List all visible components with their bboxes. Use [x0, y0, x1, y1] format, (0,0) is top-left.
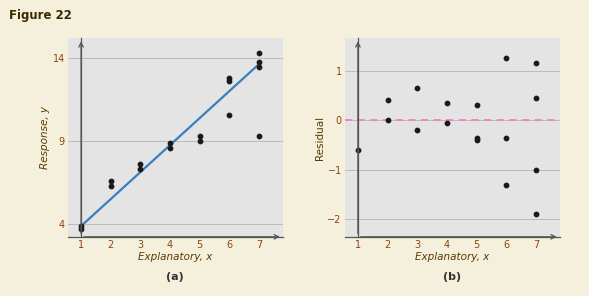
Point: [135, 167, 145, 171]
Point: [254, 133, 264, 138]
Point: [442, 120, 452, 125]
Text: Figure 22: Figure 22: [9, 9, 72, 22]
Point: [501, 135, 511, 140]
Point: [383, 98, 392, 103]
Y-axis label: Residual: Residual: [315, 115, 325, 160]
Point: [531, 96, 541, 100]
Point: [224, 78, 234, 83]
Point: [77, 224, 86, 229]
Point: [412, 128, 422, 133]
Point: [195, 139, 204, 143]
Point: [135, 162, 145, 166]
Point: [166, 145, 175, 150]
Point: [472, 138, 481, 142]
Point: [224, 112, 234, 117]
Point: [531, 168, 541, 172]
Point: [166, 141, 175, 146]
Point: [77, 226, 86, 231]
Point: [224, 76, 234, 81]
Point: [254, 64, 264, 69]
Point: [254, 59, 264, 64]
Point: [106, 178, 115, 183]
X-axis label: Explanatory, x: Explanatory, x: [138, 252, 213, 262]
X-axis label: Explanatory, x: Explanatory, x: [415, 252, 489, 262]
Point: [195, 133, 204, 138]
Point: [353, 148, 363, 152]
Point: [501, 56, 511, 61]
Y-axis label: Response, y: Response, y: [40, 106, 50, 169]
Text: (a): (a): [166, 272, 184, 282]
Point: [531, 61, 541, 66]
Text: (b): (b): [443, 272, 461, 282]
Point: [412, 86, 422, 90]
Point: [254, 51, 264, 56]
Point: [531, 212, 541, 217]
Point: [501, 182, 511, 187]
Point: [472, 103, 481, 108]
Point: [383, 118, 392, 123]
Point: [472, 135, 481, 140]
Point: [106, 183, 115, 188]
Point: [442, 101, 452, 105]
